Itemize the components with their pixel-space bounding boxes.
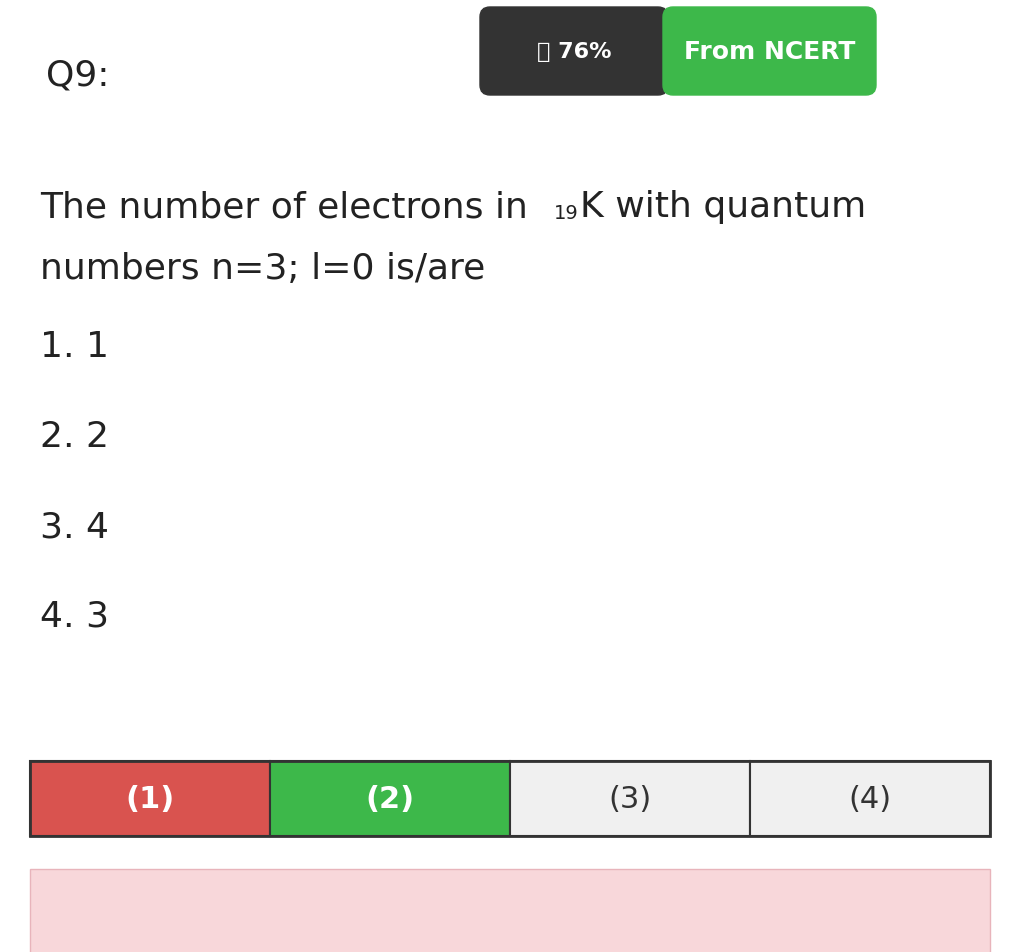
Text: K with quantum: K with quantum xyxy=(580,189,866,224)
Text: Q9:: Q9: xyxy=(46,58,110,92)
Text: (3): (3) xyxy=(608,784,651,813)
Bar xyxy=(30,762,990,836)
Text: 1. 1: 1. 1 xyxy=(40,329,109,364)
Text: 4. 3: 4. 3 xyxy=(40,600,109,633)
Text: The number of electrons in: The number of electrons in xyxy=(40,189,528,224)
Text: 19: 19 xyxy=(554,204,579,223)
Bar xyxy=(510,762,750,836)
FancyBboxPatch shape xyxy=(480,8,668,96)
Text: 2. 2: 2. 2 xyxy=(40,420,109,453)
Bar xyxy=(30,762,270,836)
Text: (4): (4) xyxy=(849,784,892,813)
Text: 3. 4: 3. 4 xyxy=(40,509,109,544)
Text: (1): (1) xyxy=(125,784,175,813)
Text: (2): (2) xyxy=(366,784,415,813)
Bar xyxy=(30,869,990,952)
Text: numbers n=3; l=0 is/are: numbers n=3; l=0 is/are xyxy=(40,251,485,286)
Bar xyxy=(750,762,990,836)
FancyBboxPatch shape xyxy=(663,8,876,96)
Bar xyxy=(270,762,510,836)
Text: From NCERT: From NCERT xyxy=(684,40,855,64)
Text: 👍 76%: 👍 76% xyxy=(537,42,611,62)
